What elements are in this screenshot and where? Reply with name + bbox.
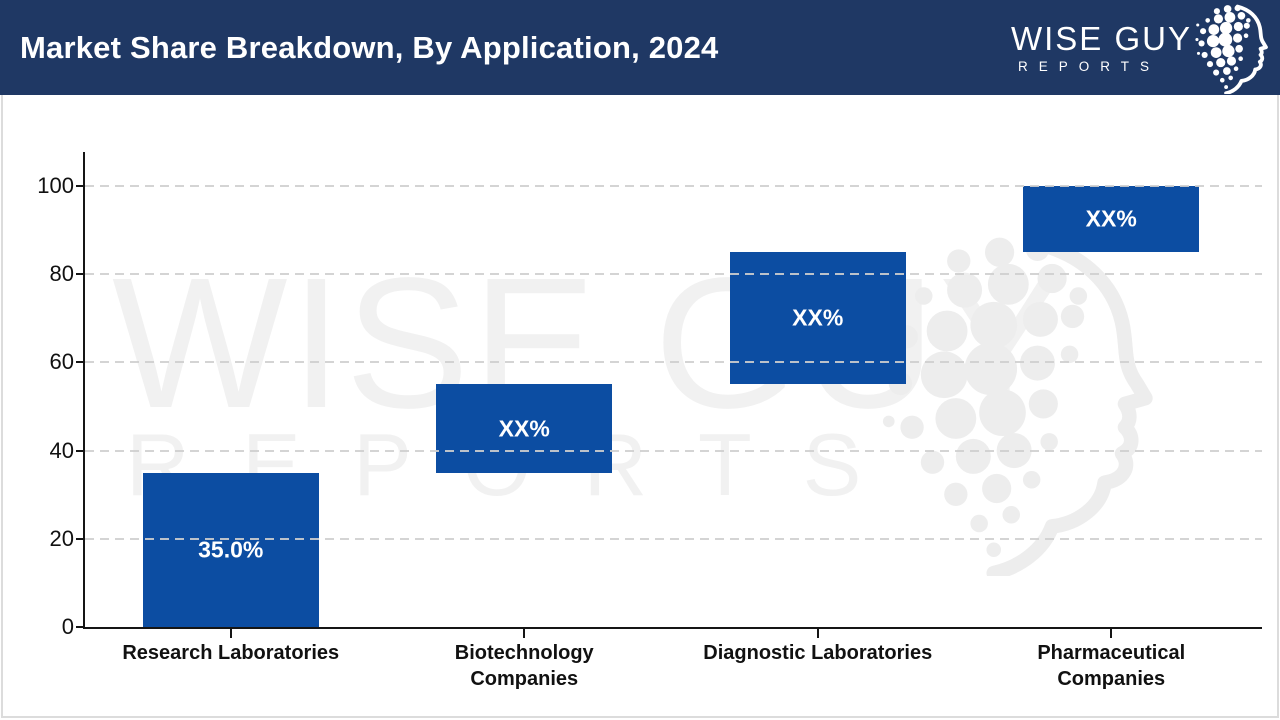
x-tick-mark-diagnostic-laboratories <box>816 629 819 638</box>
y-tick-mark-60 <box>76 361 85 364</box>
brand-name: WISE GUY <box>1010 20 1192 57</box>
bar-value-label-diagnostic-laboratories: XX% <box>792 304 844 331</box>
bar-value-label-pharmaceutical-companies: XX% <box>1085 205 1137 232</box>
y-tick-mark-0 <box>76 626 85 628</box>
y-tick-label-20: 20 <box>49 525 74 551</box>
x-tick-mark-biotechnology-companies <box>523 629 526 638</box>
y-axis-line <box>83 152 85 629</box>
brand-face-icon <box>1194 2 1272 94</box>
y-tick-label-100: 100 <box>37 173 74 198</box>
header-bar: Market Share Breakdown, By Application, … <box>0 0 1280 95</box>
brand-logo: WISE GUY REPORTS <box>1011 3 1272 93</box>
x-category-label-research-laboratories: Research Laboratories <box>122 642 340 664</box>
y-tick-mark-80 <box>76 273 85 276</box>
x-axis-line <box>83 627 1262 629</box>
y-tick-label-60: 60 <box>49 349 74 375</box>
y-tick-mark-40 <box>76 449 85 452</box>
brand-subname: REPORTS <box>1017 59 1160 74</box>
y-tick-mark-20 <box>76 537 85 540</box>
gridline-40 <box>85 449 1262 452</box>
bar-research-laboratories <box>142 472 319 627</box>
gridline-80 <box>85 273 1262 276</box>
brand-text: WISE GUY REPORTS <box>1011 22 1192 74</box>
x-tick-mark-research-laboratories <box>229 629 232 638</box>
bar-value-label-research-laboratories: 35.0% <box>198 536 264 563</box>
x-category-label-biotechnology-companies: Biotechnology Companies <box>454 642 594 691</box>
y-tick-mark-100 <box>76 185 85 187</box>
chart-title: Market Share Breakdown, By Application, … <box>20 29 719 65</box>
x-tick-mark-pharmaceutical-companies <box>1110 629 1113 638</box>
x-category-label-diagnostic-laboratories: Diagnostic Laboratories <box>703 642 933 664</box>
gridline-60 <box>85 361 1262 364</box>
gridline-20 <box>85 537 1262 540</box>
y-tick-label-40: 40 <box>49 437 74 463</box>
y-tick-label-80: 80 <box>49 261 74 287</box>
bar-value-label-biotechnology-companies: XX% <box>498 415 550 442</box>
bar-biotechnology-companies <box>436 384 613 473</box>
watermark-face-icon <box>874 226 1166 576</box>
x-category-label-pharmaceutical-companies: Pharmaceutical Companies <box>1037 642 1186 691</box>
gridline-100 <box>85 185 1262 187</box>
y-tick-label-0: 0 <box>61 614 74 639</box>
